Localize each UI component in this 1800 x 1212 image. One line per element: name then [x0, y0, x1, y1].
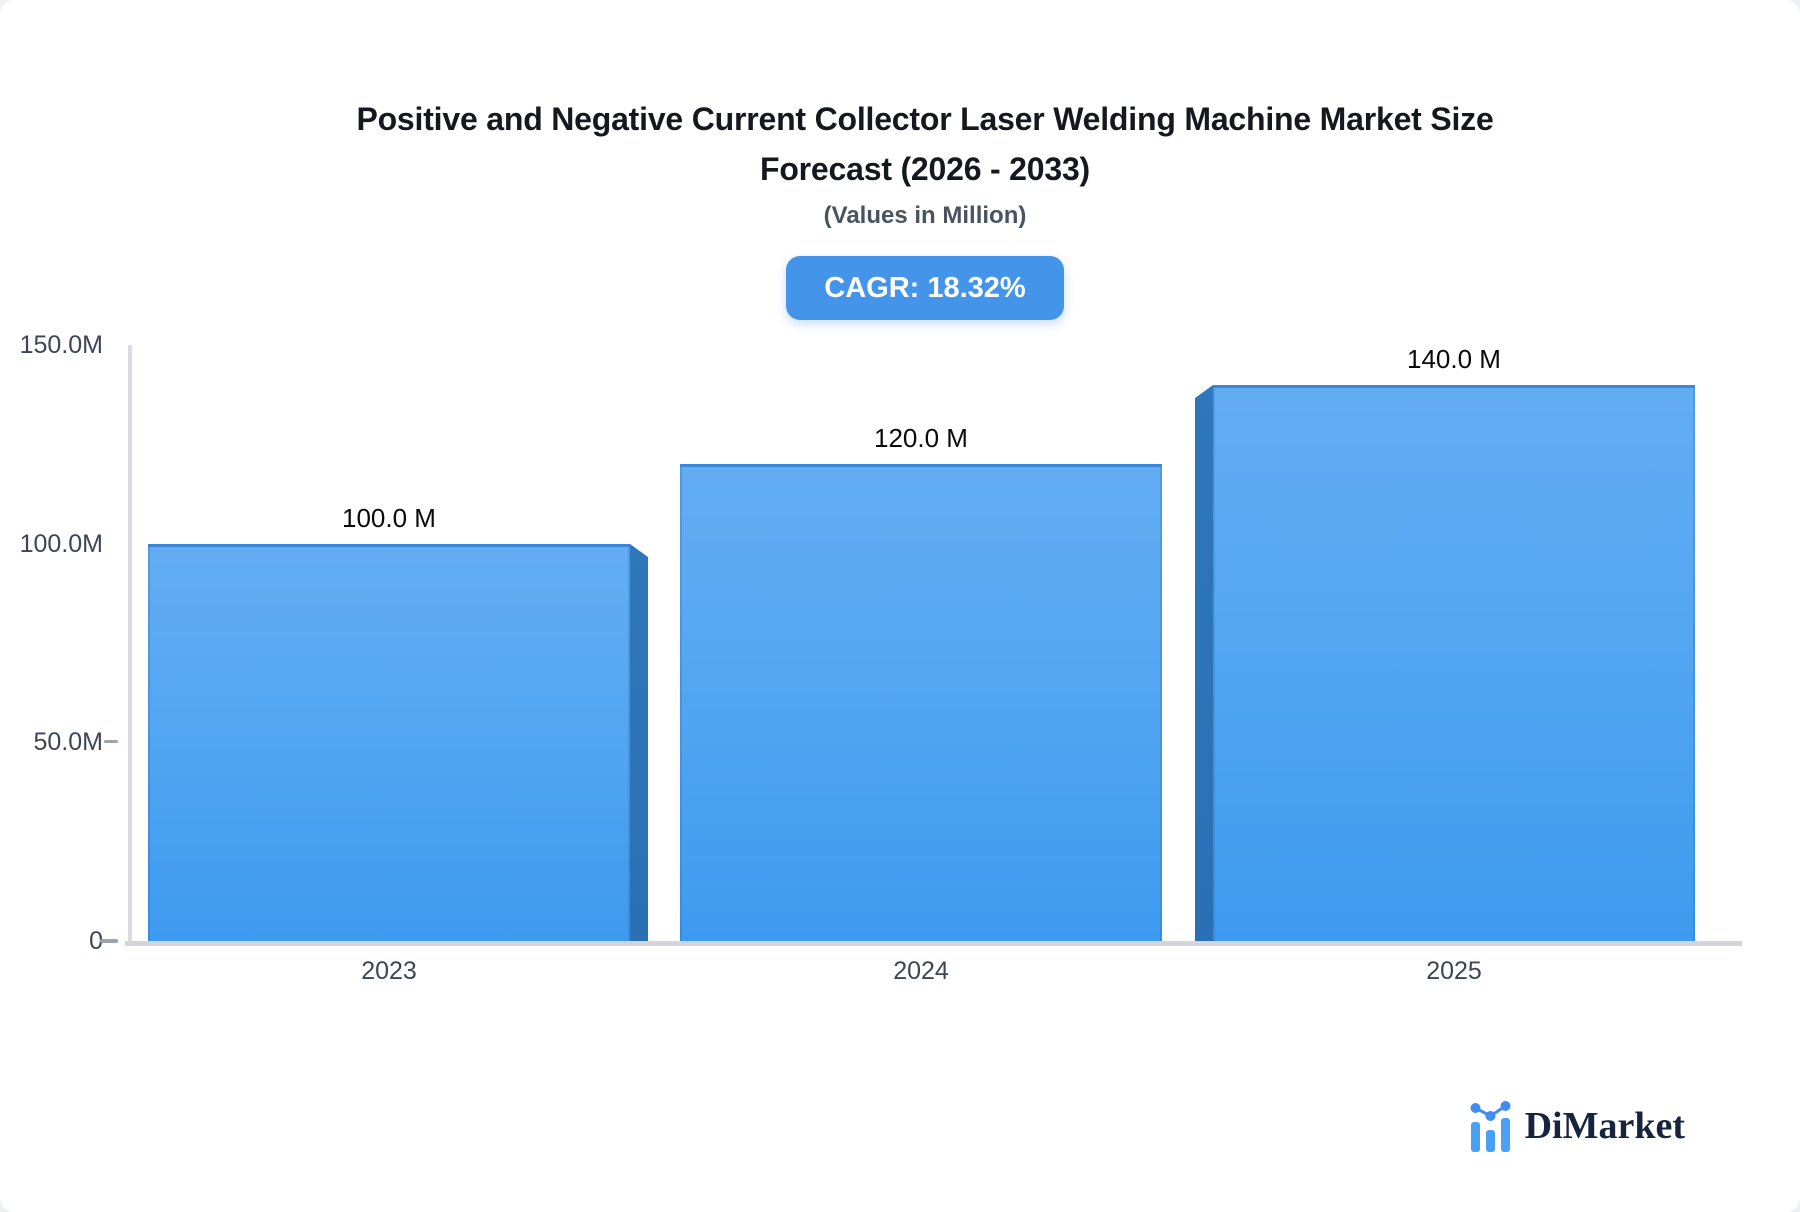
y-tick-label: 0 — [89, 927, 103, 955]
chart-title-line1: Positive and Negative Current Collector … — [356, 101, 1494, 137]
y-tick-label: 50.0M — [33, 728, 103, 756]
y-tick-mark — [100, 939, 118, 943]
bar-2025 — [1213, 385, 1695, 941]
chart-title-line2: Forecast (2026 - 2033) — [759, 151, 1090, 187]
bar-value-label: 100.0 M — [342, 503, 436, 533]
bar-2023 — [148, 544, 630, 941]
chart-header: Positive and Negative Current Collector … — [0, 94, 1800, 320]
x-axis-label: 2025 — [1426, 957, 1482, 985]
y-tick-mark — [104, 740, 118, 743]
brand-logo: DiMarket — [1469, 1098, 1685, 1154]
y-tick-label: 150.0M — [19, 331, 103, 359]
y-tick-label: 100.0M — [19, 530, 103, 558]
bar-value-label: 120.0 M — [874, 423, 968, 453]
cagr-badge: CAGR: 18.32% — [786, 256, 1064, 320]
bar-3d-side — [1195, 385, 1213, 941]
x-axis-label: 2024 — [893, 957, 949, 985]
bar-2024 — [680, 464, 1162, 941]
y-axis-line — [128, 345, 132, 945]
chart-title: Positive and Negative Current Collector … — [0, 94, 1800, 194]
brand-logo-text: DiMarket — [1524, 1105, 1685, 1147]
x-axis-baseline — [125, 941, 1742, 946]
mini-bar-line-chart-icon — [1470, 1101, 1511, 1152]
bar-value-label: 140.0 M — [1407, 344, 1501, 374]
bar-3d-side — [630, 544, 648, 941]
x-axis-label: 2023 — [361, 957, 417, 985]
chart-subtitle: (Values in Million) — [823, 202, 1027, 229]
